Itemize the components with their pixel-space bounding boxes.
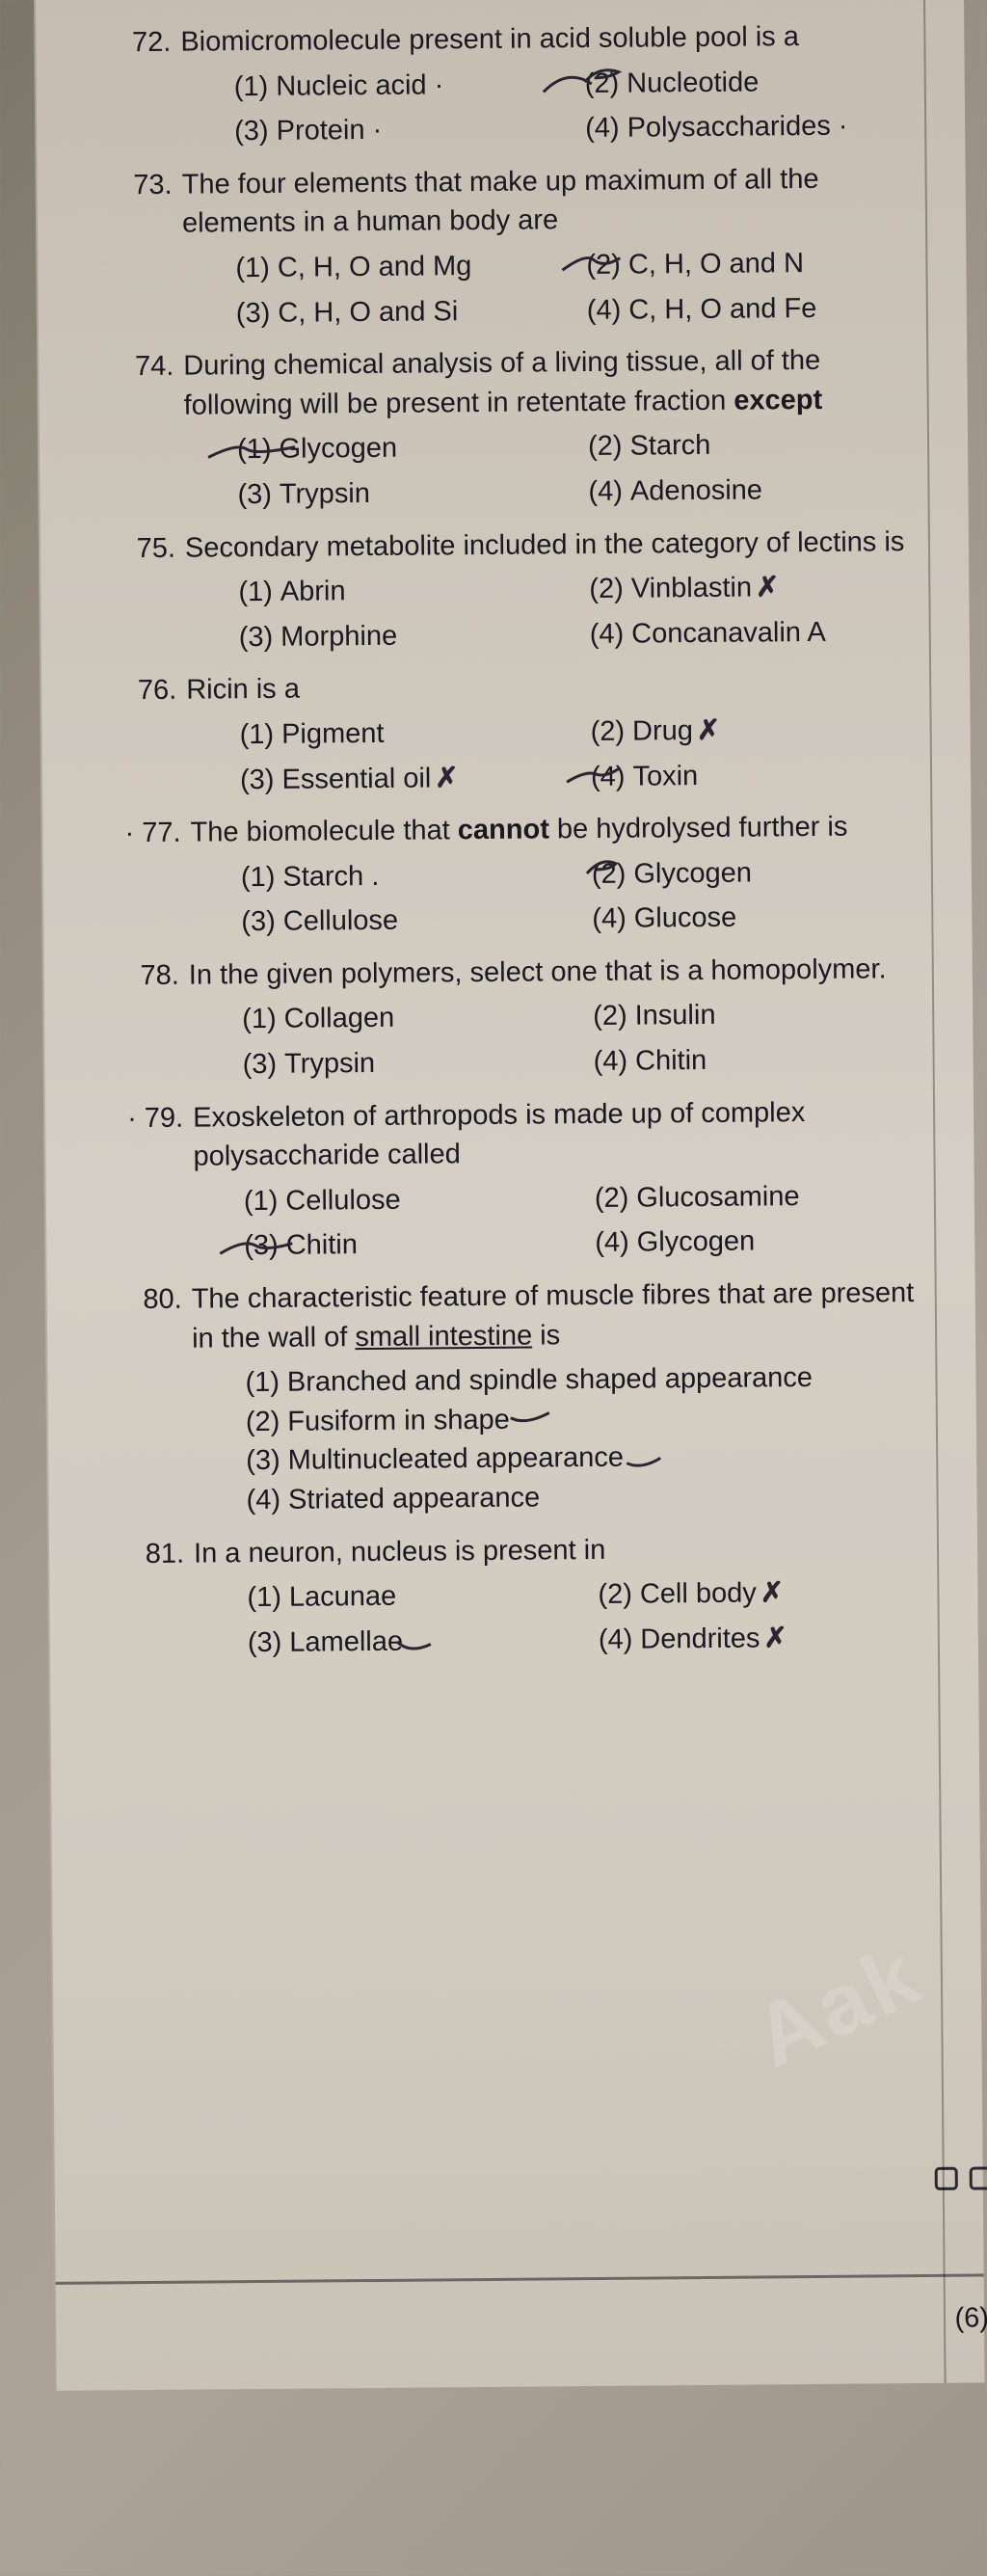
question-text: Ricin is a	[186, 664, 921, 710]
question-75: 75. Secondary metabolite included in the…	[122, 523, 921, 658]
option-2: (2)C, H, O and N	[586, 243, 918, 285]
checkbox-row	[935, 2166, 987, 2190]
question-text: The four elements that make up maximum o…	[182, 159, 919, 244]
option-4: (4)Adenosine	[588, 470, 920, 512]
option-2: (2)Fusiform in shape	[246, 1397, 928, 1442]
option-2: (2)Vinblastin✗	[589, 567, 920, 609]
question-text: Biomicromolecule present in acid soluble…	[180, 16, 916, 62]
option-1: (1)Cellulose	[244, 1179, 575, 1221]
option-3: (3)Multinucleated appearance	[246, 1436, 928, 1481]
option-4: (4)C, H, O and Fe	[587, 288, 919, 331]
option-3: (3)Cellulose	[241, 899, 573, 942]
option-3: (3)C, H, O and Si	[236, 291, 568, 334]
question-text: The characteristic feature of muscle fib…	[192, 1274, 928, 1358]
option-1: (1)Abrin	[238, 570, 570, 612]
question-number: 81.	[131, 1534, 184, 1573]
question-79: · 79. Exoskeleton of arthropods is made …	[127, 1092, 926, 1268]
question-number: 76.	[123, 671, 176, 711]
question-72: 72. Biomicromolecule present in acid sol…	[118, 16, 917, 152]
option-1: (1)Nucleic acid ·	[234, 65, 566, 107]
option-2: (2)Insulin	[593, 994, 924, 1036]
option-4: (4)Concanavalin A	[590, 612, 921, 655]
option-1: (1)Branched and spindle shaped appearanc…	[245, 1357, 927, 1403]
option-4: (4)Glycogen	[595, 1221, 926, 1263]
question-text: In the given polymers, select one that i…	[189, 950, 924, 995]
option-4: (4)Toxin	[591, 754, 922, 796]
question-74: 74. During chemical analysis of a living…	[120, 340, 920, 516]
option-4: (4)Dendrites✗	[599, 1618, 930, 1660]
question-number: 72.	[118, 23, 171, 63]
question-number: 74.	[120, 347, 173, 387]
option-3: (3)Lamellae	[248, 1621, 579, 1663]
option-3: (3)Protein ·	[234, 109, 566, 151]
option-3: (3)Essential oil✗	[240, 758, 572, 800]
page-number: (6)	[954, 2302, 987, 2334]
question-text: The biomolecule that cannot be hydrolyse…	[190, 807, 922, 852]
question-76: 76. Ricin is a (1)Pigment (2)Drug✗ (3)Es…	[123, 664, 922, 800]
box-icon	[970, 2166, 987, 2189]
option-4: (4)Striated appearance	[246, 1475, 928, 1520]
option-2: (2)Cell body✗	[598, 1572, 929, 1615]
option-3: (3)Trypsin	[237, 472, 569, 515]
question-number: · 79.	[127, 1098, 183, 1138]
question-number: · 77.	[124, 814, 180, 853]
option-4: (4)Glucose	[592, 897, 923, 939]
question-73: 73. The four elements that make up maxim…	[120, 159, 919, 335]
question-text: In a neuron, nucleus is present in	[194, 1528, 929, 1573]
question-78: 78. In the given polymers, select one th…	[126, 950, 925, 1086]
question-81: 81. In a neuron, nucleus is present in (…	[131, 1528, 930, 1664]
option-1: (1)Starch .	[241, 855, 573, 898]
option-4: (4)Chitin	[593, 1039, 924, 1082]
question-number: 78.	[126, 956, 179, 996]
option-1: (1)Lacunae	[247, 1575, 578, 1618]
option-2: (2)Glycogen	[592, 852, 923, 895]
option-1: (1)Collagen	[242, 998, 574, 1040]
question-80: 80. The characteristic feature of muscle…	[129, 1274, 929, 1521]
question-number: 75.	[122, 528, 175, 568]
question-number: 80.	[129, 1280, 182, 1320]
option-3: (3)Morphine	[239, 615, 571, 657]
question-number: 73.	[120, 166, 173, 205]
option-2: (2)Glucosamine	[595, 1176, 926, 1219]
question-text: Exoskeleton of arthropods is made up of …	[193, 1092, 926, 1177]
option-2: (2)Nucleotide	[585, 62, 917, 104]
option-3: (3)Chitin	[244, 1224, 575, 1267]
question-text: Secondary metabolite included in the cat…	[185, 523, 920, 568]
option-4: (4)Polysaccharides ·	[585, 106, 917, 148]
watermark-text: Aak	[740, 1925, 937, 2088]
option-1: (1)C, H, O and Mg	[235, 246, 567, 288]
exam-page: 72. Biomicromolecule present in acid sol…	[34, 0, 985, 2391]
question-text: During chemical analysis of a living tis…	[183, 340, 920, 425]
box-icon	[935, 2167, 958, 2190]
question-77: · 77. The biomolecule that cannot be hyd…	[124, 807, 923, 943]
option-1: (1)Glycogen	[237, 428, 569, 470]
option-2: (2)Starch	[588, 424, 920, 467]
option-3: (3)Trypsin	[242, 1042, 574, 1085]
divider	[56, 2273, 984, 2284]
option-2: (2)Drug✗	[590, 710, 921, 752]
option-1: (1)Pigment	[239, 712, 571, 755]
